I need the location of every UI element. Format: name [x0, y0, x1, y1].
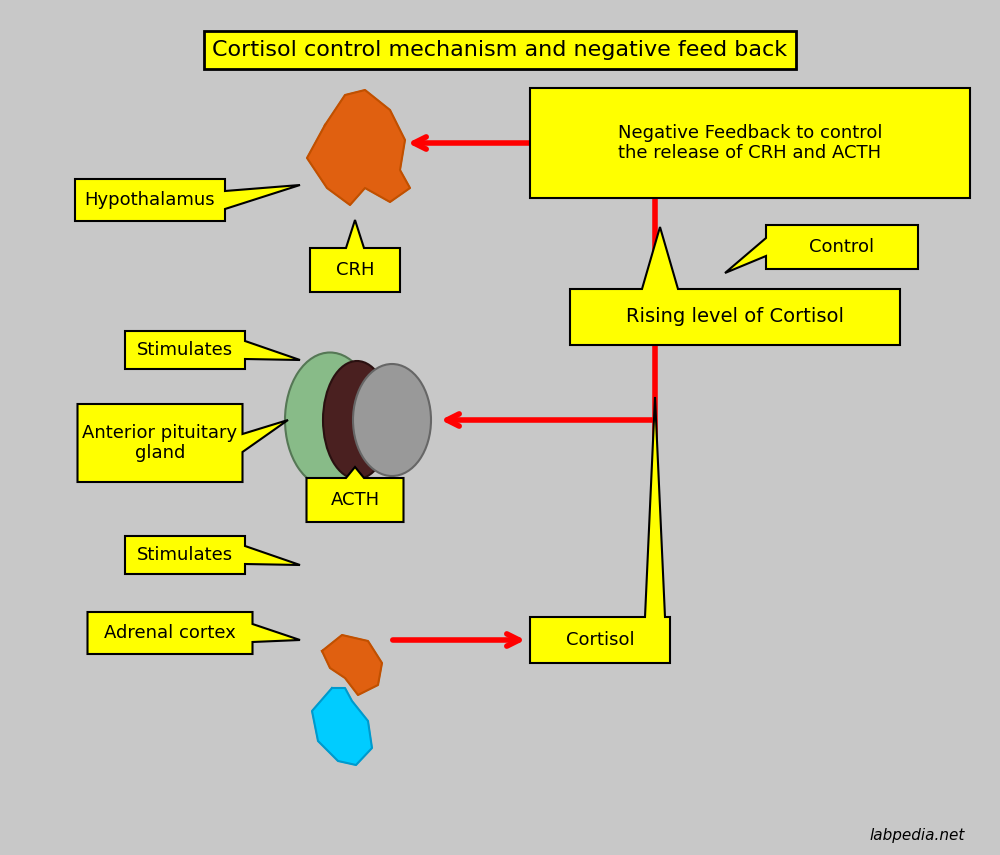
- Polygon shape: [78, 404, 288, 482]
- Polygon shape: [530, 397, 670, 663]
- Polygon shape: [306, 467, 404, 522]
- Text: Anterior pituitary
gland: Anterior pituitary gland: [82, 423, 238, 463]
- Polygon shape: [307, 90, 410, 205]
- Text: Cortisol: Cortisol: [566, 631, 634, 649]
- Text: CRH: CRH: [336, 261, 374, 279]
- Text: Adrenal cortex: Adrenal cortex: [104, 624, 236, 642]
- Ellipse shape: [353, 364, 431, 476]
- Polygon shape: [725, 225, 918, 273]
- FancyBboxPatch shape: [530, 88, 970, 198]
- Text: labpedia.net: labpedia.net: [870, 828, 965, 843]
- Polygon shape: [312, 688, 372, 765]
- Ellipse shape: [285, 352, 375, 487]
- Text: Stimulates: Stimulates: [137, 546, 233, 564]
- Text: Hypothalamus: Hypothalamus: [85, 191, 215, 209]
- Polygon shape: [125, 536, 300, 574]
- Ellipse shape: [323, 361, 391, 479]
- Polygon shape: [75, 179, 300, 221]
- Text: Control: Control: [809, 238, 875, 256]
- Text: Stimulates: Stimulates: [137, 341, 233, 359]
- Text: Cortisol control mechanism and negative feed back: Cortisol control mechanism and negative …: [212, 40, 788, 60]
- Polygon shape: [322, 635, 382, 695]
- Polygon shape: [570, 227, 900, 345]
- Text: ACTH: ACTH: [330, 491, 380, 509]
- Text: Rising level of Cortisol: Rising level of Cortisol: [626, 308, 844, 327]
- Polygon shape: [125, 331, 300, 369]
- Polygon shape: [310, 220, 400, 292]
- Polygon shape: [88, 612, 300, 654]
- Text: Negative Feedback to control
the release of CRH and ACTH: Negative Feedback to control the release…: [618, 124, 882, 162]
